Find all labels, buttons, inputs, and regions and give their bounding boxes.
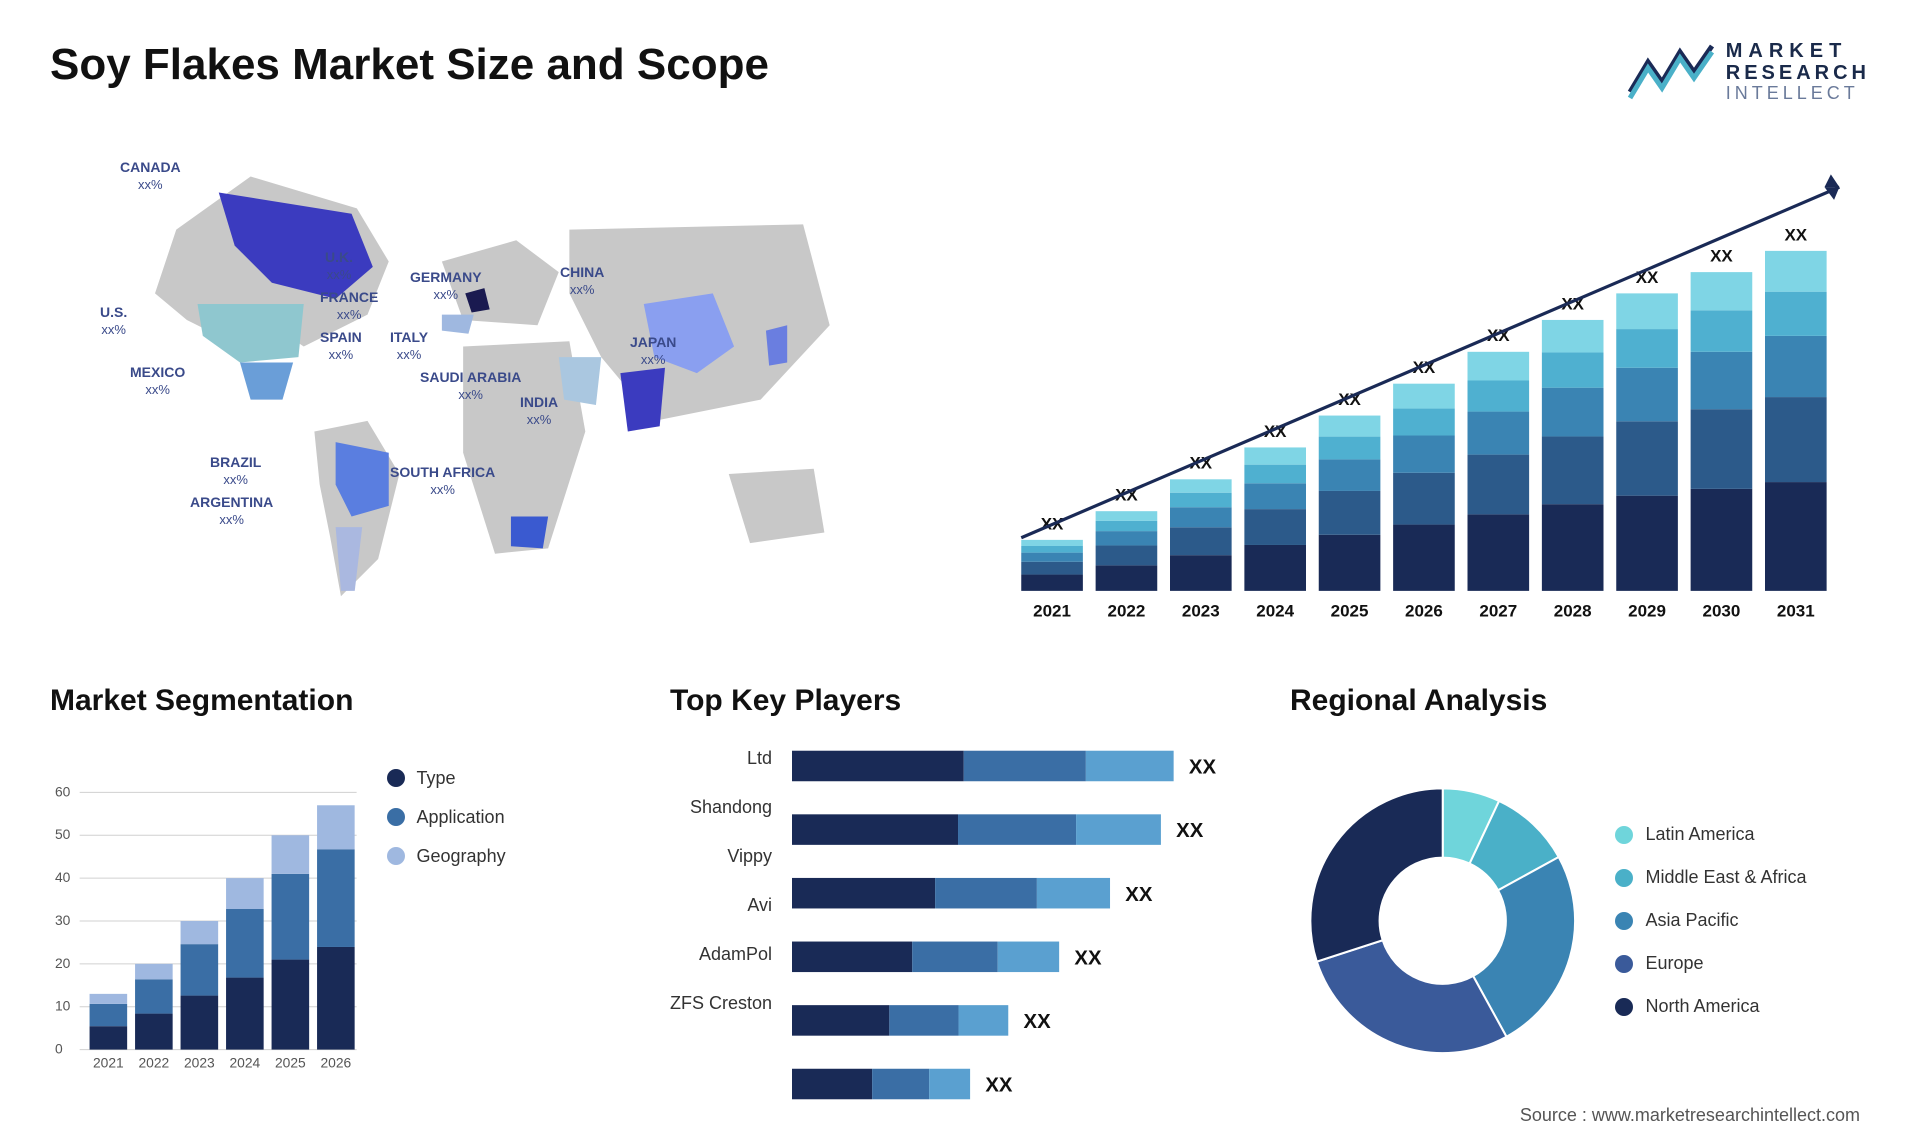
svg-text:2025: 2025 — [275, 1054, 306, 1070]
legend-item: Middle East & Africa — [1615, 867, 1870, 888]
svg-text:2022: 2022 — [138, 1054, 169, 1070]
map-label: INDIAxx% — [520, 394, 558, 428]
svg-text:10: 10 — [55, 997, 71, 1013]
svg-text:2024: 2024 — [229, 1054, 260, 1070]
map-label: U.K.xx% — [325, 249, 353, 283]
svg-text:XX: XX — [1784, 225, 1807, 244]
svg-text:40: 40 — [55, 869, 71, 885]
segmentation-chart: 0 10 20 30 40 50 60 2021 2022 2023 2024 2025 2026 — [50, 738, 367, 1104]
svg-text:60: 60 — [55, 783, 71, 799]
player-name: ZFS Creston — [670, 993, 772, 1014]
map-label: MEXICOxx% — [130, 364, 185, 398]
svg-text:30: 30 — [55, 912, 71, 928]
svg-text:2025: 2025 — [1331, 601, 1369, 620]
svg-text:0: 0 — [55, 1040, 63, 1056]
logo-line1: MARKET — [1726, 40, 1870, 62]
svg-text:2026: 2026 — [1405, 601, 1443, 620]
player-name: Vippy — [727, 846, 772, 867]
svg-text:2030: 2030 — [1703, 601, 1741, 620]
player-name: Ltd — [747, 748, 772, 769]
svg-text:XX: XX — [1074, 947, 1102, 969]
logo-line3: INTELLECT — [1726, 84, 1870, 104]
map-label: CHINAxx% — [560, 264, 604, 298]
legend-item: Asia Pacific — [1615, 910, 1870, 931]
players-title: Top Key Players — [670, 684, 1250, 718]
world-map: CANADAxx% U.S.xx%MEXICOxx% BRAZILxx% ARGENT… — [50, 134, 940, 644]
player-name: Avi — [747, 895, 772, 916]
regional-title: Regional Analysis — [1290, 684, 1870, 718]
brand-logo: MARKET RESEARCH INTELLECT — [1626, 40, 1870, 104]
svg-text:50: 50 — [55, 826, 71, 842]
growth-bar-chart: XX2021XX2022XX2023XX2024XX2025XX2026XX20… — [980, 134, 1870, 644]
svg-text:2023: 2023 — [1182, 601, 1220, 620]
map-label: FRANCExx% — [320, 289, 378, 323]
svg-text:2029: 2029 — [1628, 601, 1666, 620]
player-labels: Ltd Shandong Vippy Avi AdamPol ZFS Creston — [670, 738, 772, 1145]
svg-text:XX: XX — [1176, 820, 1204, 842]
legend-item: Geography — [387, 846, 630, 867]
svg-text:XX: XX — [1024, 1011, 1052, 1033]
regional-donut — [1290, 768, 1595, 1073]
svg-text:2024: 2024 — [1256, 601, 1294, 620]
svg-text:2021: 2021 — [93, 1054, 124, 1070]
segmentation-title: Market Segmentation — [50, 684, 630, 718]
map-label: BRAZILxx% — [210, 454, 261, 488]
legend-item: North America — [1615, 996, 1870, 1017]
svg-text:2021: 2021 — [1033, 601, 1071, 620]
svg-text:XX: XX — [1710, 246, 1733, 265]
svg-text:2026: 2026 — [320, 1054, 351, 1070]
legend-item: Type — [387, 768, 630, 789]
legend-item: Application — [387, 807, 630, 828]
map-label: JAPANxx% — [630, 334, 676, 368]
map-label: GERMANYxx% — [410, 269, 482, 303]
market-segmentation-panel: Market Segmentation 0 10 20 30 40 50 60 2021 202… — [50, 684, 630, 1104]
source-footer: Source : www.marketresearchintellect.com — [1520, 1105, 1860, 1126]
map-label: SPAINxx% — [320, 329, 362, 363]
svg-text:XX: XX — [1189, 756, 1217, 778]
svg-text:2031: 2031 — [1777, 601, 1815, 620]
map-label: SAUDI ARABIAxx% — [420, 369, 521, 403]
page-title: Soy Flakes Market Size and Scope — [50, 40, 769, 90]
map-label: U.S.xx% — [100, 304, 127, 338]
regional-legend: Latin America Middle East & Africa Asia Pa… — [1615, 824, 1870, 1017]
map-label: SOUTH AFRICAxx% — [390, 464, 495, 498]
svg-text:2022: 2022 — [1108, 601, 1146, 620]
logo-line2: RESEARCH — [1726, 62, 1870, 84]
svg-text:XX: XX — [985, 1074, 1013, 1096]
svg-text:2027: 2027 — [1479, 601, 1517, 620]
segmentation-legend: Type Application Geography — [387, 738, 630, 1104]
svg-text:20: 20 — [55, 955, 71, 971]
legend-item: Latin America — [1615, 824, 1870, 845]
map-label: CANADAxx% — [120, 159, 181, 193]
legend-item: Europe — [1615, 953, 1870, 974]
regional-analysis-panel: Regional Analysis Latin America Middle Ea… — [1290, 684, 1870, 1104]
map-label: ARGENTINAxx% — [190, 494, 273, 528]
players-chart: XX XX XX XX XX XX — [792, 738, 1250, 1145]
svg-text:XX: XX — [1125, 884, 1153, 906]
player-name: Shandong — [690, 797, 772, 818]
player-name: AdamPol — [699, 944, 772, 965]
logo-mark-icon — [1626, 42, 1716, 102]
map-label: ITALYxx% — [390, 329, 428, 363]
key-players-panel: Top Key Players Ltd Shandong Vippy Avi AdamP… — [670, 684, 1250, 1104]
svg-text:2023: 2023 — [184, 1054, 215, 1070]
svg-text:2028: 2028 — [1554, 601, 1592, 620]
